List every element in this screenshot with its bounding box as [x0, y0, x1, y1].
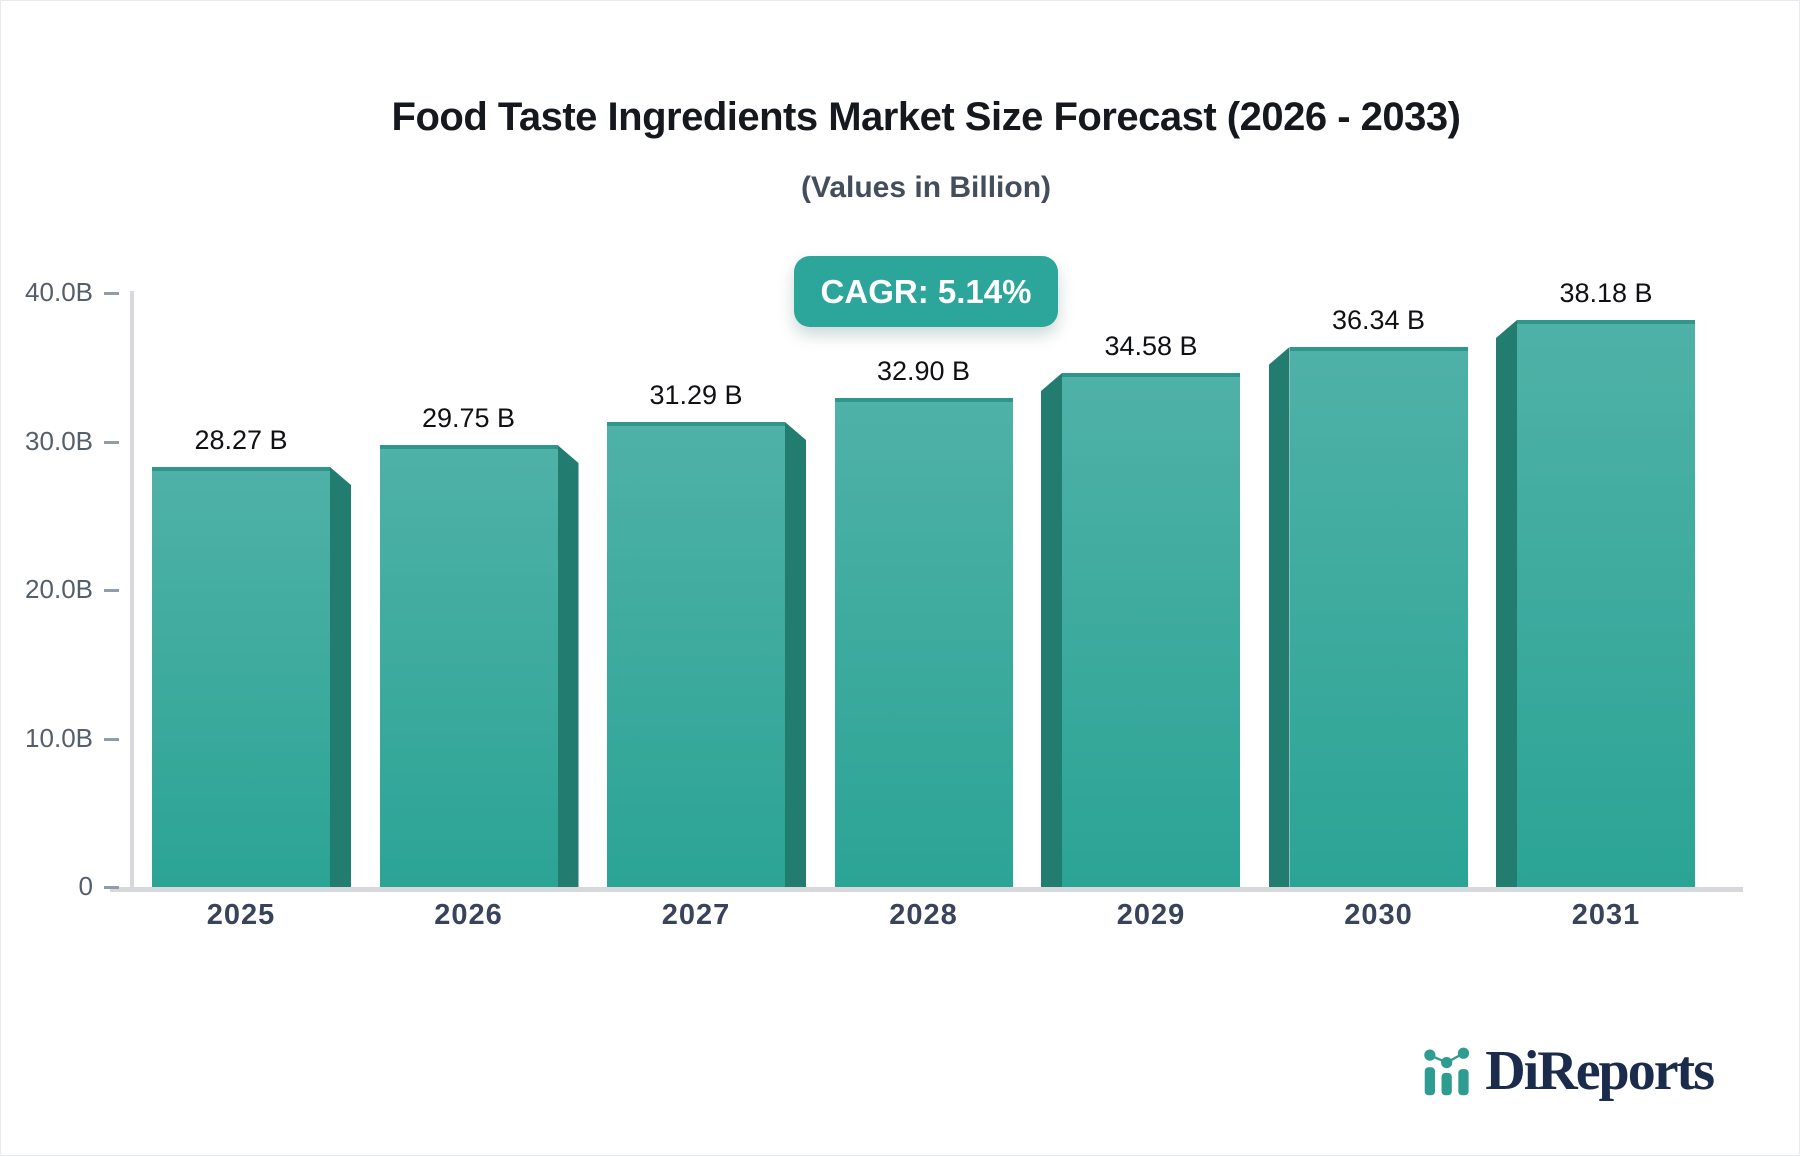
direports-logo: DiReports [1421, 1039, 1715, 1103]
bar-value-label: 28.27 B [194, 425, 288, 455]
direports-logo-icon [1424, 1047, 1470, 1096]
y-axis-tick [104, 589, 119, 592]
x-axis-category-label: 2025 [206, 899, 276, 931]
bar [379, 445, 579, 887]
chart-subtitle: (Values in Billion) [800, 171, 1052, 204]
x-axis-category-label: 2026 [434, 899, 503, 931]
bar-face [1517, 320, 1695, 887]
y-axis-tick-label: 30.0B [25, 425, 93, 456]
y-axis-tick-label: 20.0B [25, 574, 93, 604]
y-axis-tick-label: 0 [78, 871, 93, 901]
x-axis-category-label: 2028 [889, 899, 958, 931]
y-axis-tick-label: 40.0B [25, 277, 93, 307]
bar-side-face [1041, 373, 1062, 887]
bar [1268, 347, 1468, 887]
bar [834, 398, 1013, 887]
y-axis-tick [104, 292, 119, 295]
bar-value-label: 31.29 B [649, 380, 743, 410]
bar-face [834, 398, 1013, 887]
bar-side-face [1496, 320, 1517, 887]
bar-face [607, 422, 785, 887]
direports-logo-text: DiReports [1485, 1040, 1715, 1102]
y-axis-tick [104, 886, 119, 889]
bar-side-face [785, 422, 806, 887]
bar-side-face [557, 445, 579, 887]
bar-value-label: 38.18 B [1559, 278, 1653, 308]
x-axis-category-label: 2027 [661, 899, 731, 931]
bar-face [152, 467, 330, 887]
x-axis-category-label: 2030 [1344, 899, 1413, 931]
bar-side-face [1268, 347, 1290, 887]
bar-value-label: 32.90 B [876, 356, 971, 386]
bar-face [1289, 347, 1468, 887]
cagr-badge: CAGR: 5.14% [794, 256, 1058, 327]
y-axis-tick-label: 10.0B [25, 722, 93, 753]
y-axis-line [130, 291, 134, 891]
bar [1041, 373, 1240, 887]
y-axis-tick [104, 737, 119, 741]
bar [607, 422, 806, 887]
x-axis-line [110, 887, 1743, 892]
y-axis-tick [104, 440, 119, 444]
bar-value-label: 36.34 B [1331, 305, 1426, 335]
bar [152, 467, 351, 887]
chart-title: Food Taste Ingredients Market Size Forec… [391, 95, 1461, 139]
bar-side-face [330, 467, 351, 887]
bar-value-label: 34.58 B [1104, 331, 1198, 361]
bar [1496, 320, 1695, 887]
bar-face [379, 445, 558, 887]
x-axis-category-label: 2031 [1571, 899, 1641, 931]
bar-value-label: 29.75 B [421, 403, 516, 433]
x-axis-category-label: 2029 [1116, 899, 1186, 931]
bar-face [1062, 373, 1240, 887]
